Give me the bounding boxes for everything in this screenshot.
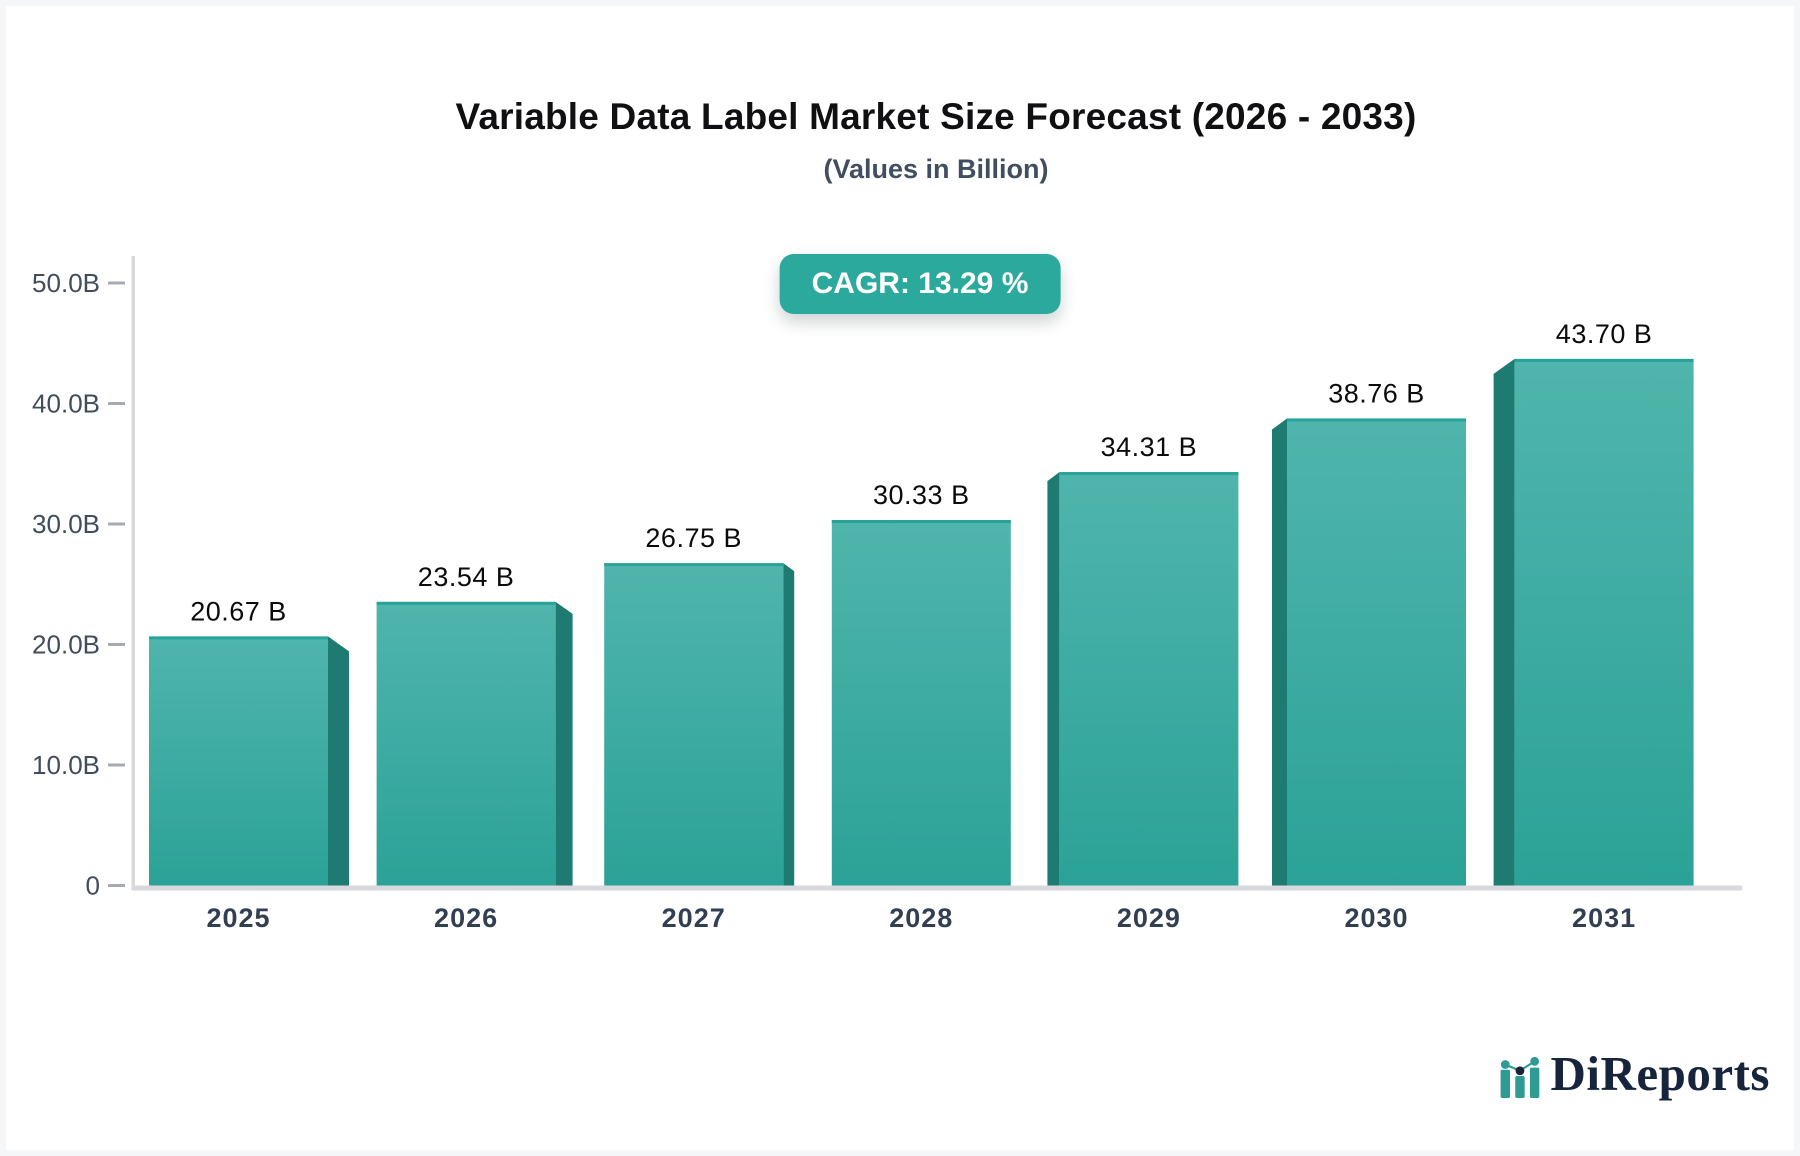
bar-value-label: 38.76 B [1328,378,1425,408]
bar-side-face [783,563,795,886]
logo-bar [1501,1069,1511,1098]
bar-top-edge [149,636,328,640]
x-tick-label: 2029 [1117,903,1181,933]
y-tick [108,763,125,767]
trend-dot [1501,1060,1511,1069]
bar-2028 [831,520,1011,886]
bar-top-edge [604,563,784,567]
logo-bar [1530,1067,1540,1098]
x-axis-line [131,885,1742,891]
x-tick-label: 2026 [434,903,498,933]
bar-value-label: 34.31 B [1101,432,1198,462]
trend-dot [1516,1066,1525,1076]
y-tick [108,402,125,405]
chart-subtitle: (Values in Billion) [823,153,1049,184]
y-axis-line [131,256,135,891]
y-tick-label: 50.0B [32,268,100,298]
bar-chart-with-trend-dots-icon [1501,1056,1540,1098]
bar-side-face [555,601,573,886]
bar-side-face [1272,418,1287,886]
x-tick-label: 2030 [1344,903,1408,933]
trend-dot [1530,1056,1540,1066]
chart-header: Variable Data Label Market Size Forecast… [456,96,1417,185]
bar-side-face [328,636,349,886]
x-tick-label: 2027 [662,903,726,933]
cagr-badge: CAGR: 13.29 % [779,254,1061,314]
bar-side-face [1493,358,1515,886]
bar-top-edge [831,520,1011,524]
bar-value-label: 20.67 B [190,596,287,626]
y-tick-label: 30.0B [32,509,100,539]
bar-top-edge [1514,358,1694,362]
x-tick-label: 2028 [889,903,953,933]
bar-top-edge [376,601,556,605]
logo-bar [1515,1076,1526,1098]
y-tick-label: 20.0B [32,630,100,660]
y-tick-label: 10.0B [32,750,100,780]
x-tick-label: 2025 [206,903,270,933]
y-tick [108,522,125,526]
brand-logo: DiReports [1500,1049,1770,1098]
chart-title: Variable Data Label Market Size Forecast… [455,96,1417,137]
bar-2027 [604,563,795,886]
bar-face [1514,358,1694,886]
bar-face [376,601,556,886]
y-tick-label: 40.0B [32,389,100,419]
bar-2026 [376,601,573,886]
bar-top-edge [1287,418,1466,422]
bar-2030 [1272,418,1466,886]
bar-value-label: 26.75 B [645,523,742,553]
bar-value-label: 43.70 B [1556,319,1653,349]
bar-face [604,563,784,886]
bar-face [1059,472,1239,886]
y-tick-label: 0 [86,871,100,901]
bar-top-edge [1059,472,1239,476]
bar-face [1287,418,1466,886]
bar-face [831,520,1011,886]
bar-value-label: 23.54 B [418,562,515,592]
x-tick-label: 2031 [1572,903,1636,933]
y-tick [108,643,125,646]
bar-face [149,636,328,886]
bar-side-face [1047,472,1060,886]
brand-logo-text: DiReports [1550,1046,1770,1101]
y-tick [108,281,125,285]
bar-2031 [1493,358,1694,886]
bar-2025 [149,636,349,886]
bar-value-label: 30.33 B [873,480,970,510]
y-tick [108,884,125,887]
bar-2029 [1047,472,1239,886]
